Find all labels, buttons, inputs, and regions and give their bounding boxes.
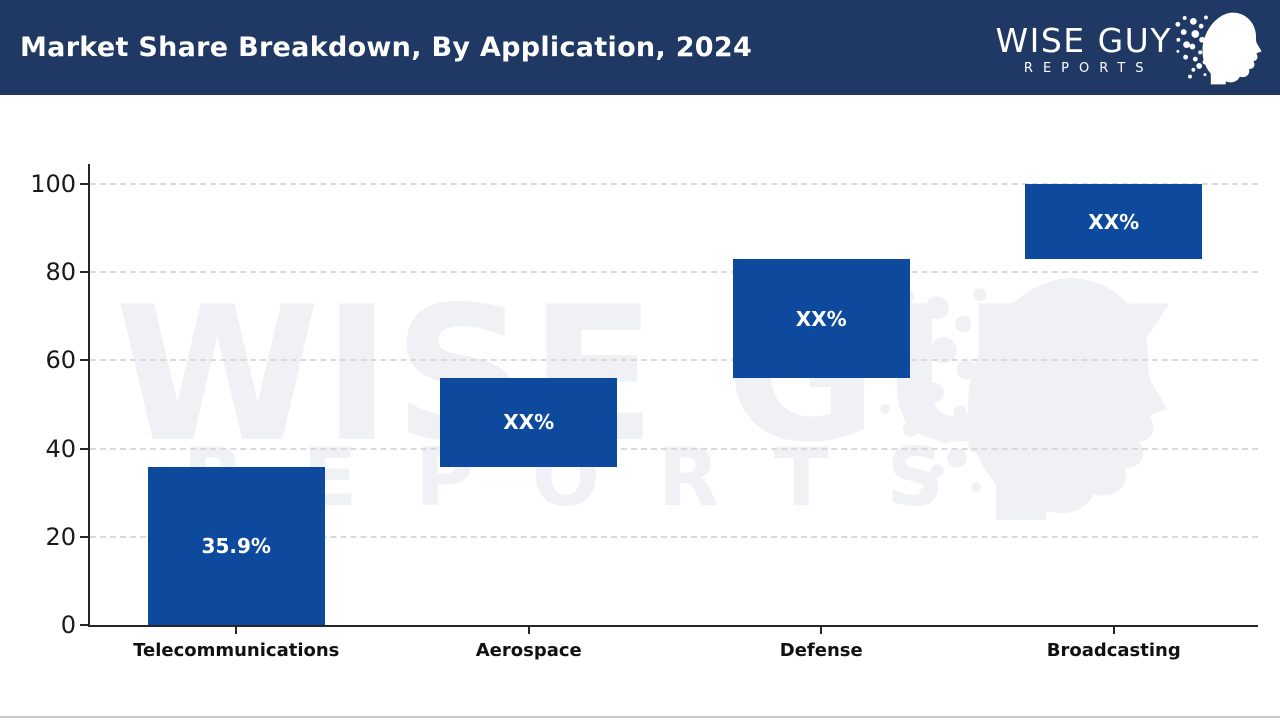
plot-area: 0 20 40 60 80 100 35.9% Telecommunications XX% Ae…	[30, 164, 1258, 661]
bar-aerospace: XX%	[440, 378, 618, 467]
y-tick-20	[80, 535, 88, 538]
gridline-20	[90, 535, 1258, 538]
y-tick-40	[80, 447, 88, 450]
y-tick-label-20: 20	[45, 522, 76, 551]
gridline-80	[90, 271, 1258, 274]
bar-value-label: XX%	[795, 306, 847, 331]
y-tick-label-0: 0	[60, 611, 76, 639]
gridline-40	[90, 447, 1258, 450]
y-tick-100	[80, 183, 88, 186]
y-tick-0	[80, 624, 88, 626]
y-tick-label-80: 80	[45, 258, 76, 287]
header: Market Share Breakdown, By Application, …	[0, 0, 1280, 95]
category-label-broadcasting: Broadcasting	[1046, 640, 1181, 661]
bar-value-label: XX%	[503, 410, 555, 435]
category-label-defense: Defense	[779, 640, 863, 661]
bar-defense: XX%	[732, 259, 910, 379]
y-tick-label-60: 60	[45, 346, 76, 375]
brand-logo-text: WISE GUY REPORTS	[995, 24, 1172, 75]
bar-value-label: XX%	[1088, 209, 1140, 234]
x-tick-broadcasting	[1112, 627, 1115, 634]
gridline-60	[90, 359, 1258, 362]
gridline-100	[90, 183, 1258, 186]
bar-value-label: 35.9%	[201, 533, 271, 558]
brand-tagline: REPORTS	[1023, 61, 1154, 76]
y-tick-label-100: 100	[30, 170, 76, 199]
y-tick-60	[80, 359, 88, 362]
x-tick-defense	[820, 627, 823, 634]
x-tick-aerospace	[527, 627, 530, 634]
bottom-rule	[0, 716, 1280, 718]
y-tick-label-40: 40	[45, 434, 76, 463]
brand-name: WISE GUY	[995, 21, 1172, 60]
bar-broadcasting: XX%	[1025, 184, 1203, 260]
x-tick-telecommunications	[235, 627, 238, 634]
brand-logo: WISE GUY REPORTS	[995, 10, 1266, 86]
page-title: Market Share Breakdown, By Application, …	[20, 32, 753, 63]
brand-head-icon	[1175, 12, 1262, 84]
category-label-telecommunications: Telecommunications	[133, 640, 340, 661]
y-tick-80	[80, 271, 88, 274]
bar-telecommunications: 35.9%	[147, 466, 325, 625]
category-label-aerospace: Aerospace	[475, 640, 582, 661]
